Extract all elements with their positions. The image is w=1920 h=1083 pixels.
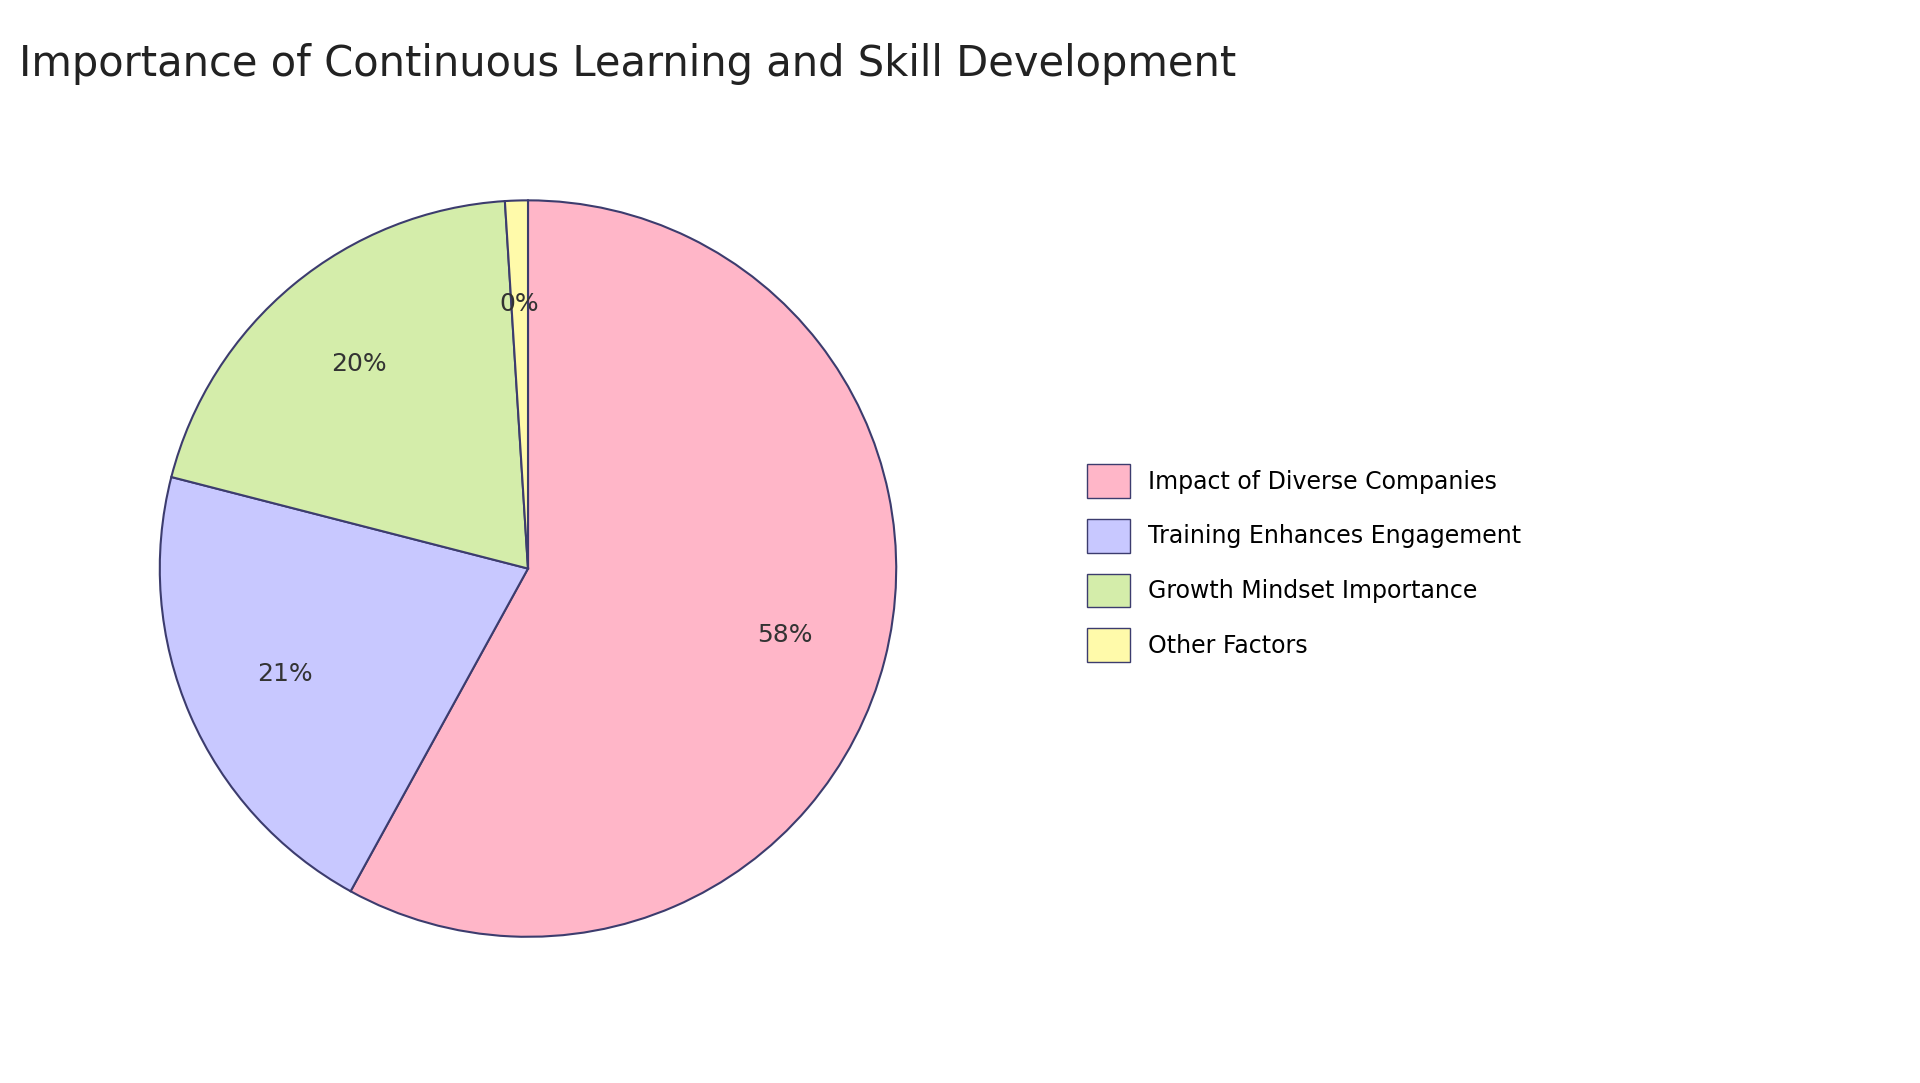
Text: 58%: 58% (756, 623, 812, 647)
Wedge shape (159, 477, 528, 891)
Legend: Impact of Diverse Companies, Training Enhances Engagement, Growth Mindset Import: Impact of Diverse Companies, Training En… (1087, 465, 1521, 662)
Text: Importance of Continuous Learning and Skill Development: Importance of Continuous Learning and Sk… (19, 43, 1236, 86)
Wedge shape (505, 200, 528, 569)
Text: 0%: 0% (499, 291, 540, 315)
Wedge shape (351, 200, 897, 937)
Wedge shape (171, 201, 528, 569)
Text: 20%: 20% (330, 352, 386, 376)
Text: 21%: 21% (257, 662, 313, 686)
